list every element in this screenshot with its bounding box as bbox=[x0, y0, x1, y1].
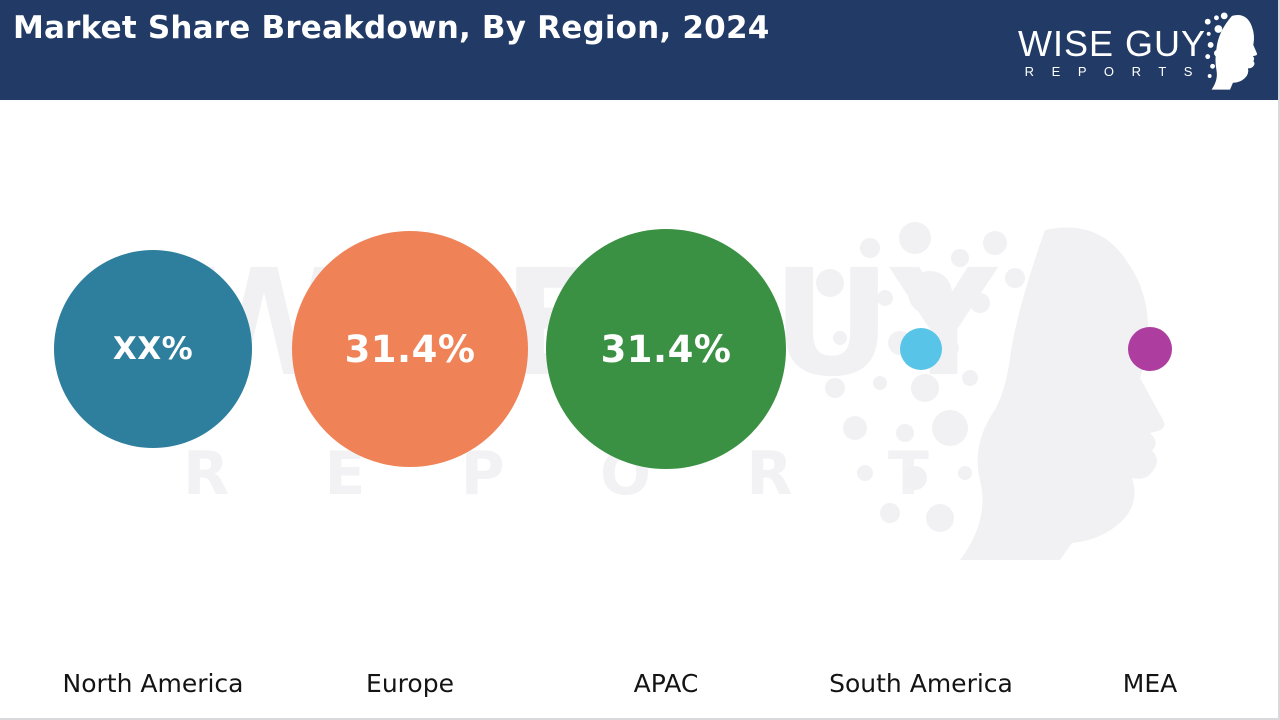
logo-text: WISE GUY R E P O R T S bbox=[1017, 22, 1206, 80]
bubble-value-label: 31.4% bbox=[600, 327, 732, 371]
header-bar: Market Share Breakdown, By Region, 2024 … bbox=[0, 0, 1278, 100]
page-title: Market Share Breakdown, By Region, 2024 bbox=[13, 10, 770, 46]
bubble-mea bbox=[1128, 327, 1172, 371]
bubble-value-label: XX% bbox=[112, 331, 194, 367]
wise-guy-logo: WISE GUY R E P O R T S bbox=[1018, 12, 1262, 92]
region-label-north-america: North America bbox=[62, 669, 244, 698]
region-label-south-america: South America bbox=[829, 669, 1013, 698]
wise-guy-face-icon bbox=[1204, 12, 1257, 90]
region-label-europe: Europe bbox=[366, 669, 454, 698]
logo-wordmark: WISE GUY bbox=[1017, 22, 1206, 64]
bubble-value-label: 31.4% bbox=[344, 327, 476, 371]
region-label-apac: APAC bbox=[633, 669, 699, 698]
logo-subtext: R E P O R T S bbox=[1024, 64, 1200, 80]
bubble-europe: 31.4% bbox=[292, 231, 528, 467]
bubble-south-america bbox=[900, 328, 942, 370]
bubble-apac: 31.4% bbox=[546, 229, 786, 469]
region-label-mea: MEA bbox=[1122, 669, 1178, 698]
bubble-north-america: XX% bbox=[54, 250, 252, 448]
